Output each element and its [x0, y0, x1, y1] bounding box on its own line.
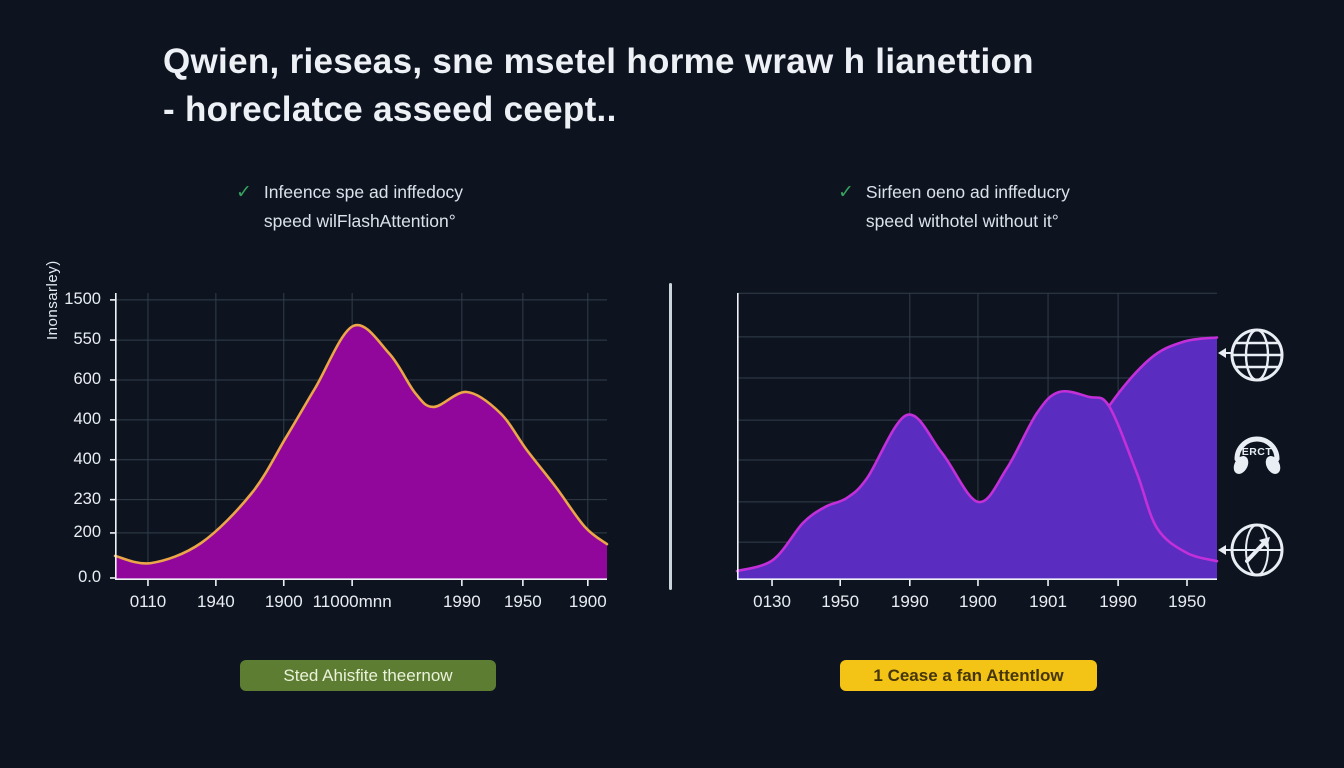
right-chart-plot [735, 292, 1219, 586]
feature-left-text: Infeence spe ad inffedocy speed wilFlash… [264, 178, 463, 236]
x-tick-label: 1990 [890, 592, 929, 611]
arrow-icon [1216, 347, 1232, 359]
page-title: Qwien, rieseas, sne msetel horme wraw h … [163, 38, 1243, 134]
y-tick-label: 400 [73, 449, 101, 468]
check-icon: ✓ [236, 182, 252, 203]
feature-right-line-1: Sirfeen oeno ad inffeducry [865, 182, 1070, 202]
check-icon: ✓ [838, 182, 854, 203]
y-tick-label: 230 [73, 489, 101, 508]
y-tick-label: 200 [73, 522, 101, 541]
right-chart-area: 0130 1950 1990 1900 1901 1990 1950 [735, 292, 1219, 611]
y-tick-label: 1500 [64, 289, 101, 308]
left-chart-area: 0110 1940 1900 11000mnn 1990 1950 1900 1500 550 6… [64, 290, 609, 611]
chart-divider [669, 283, 672, 590]
x-tick-label: 11000mnn [312, 592, 392, 611]
x-tick-label: 1950 [1168, 592, 1206, 611]
title-line-2: - horeclatce asseed ceept.. [163, 90, 617, 129]
feature-right-text: Sirfeen oeno ad inffeducry speed withote… [866, 178, 1070, 236]
x-tick-label: 1950 [821, 592, 860, 611]
x-tick-label: 0130 [753, 592, 791, 611]
headphones-label: ERCT [1242, 446, 1273, 458]
y-tick-label: 400 [73, 409, 101, 428]
x-tick-label: 1901 [1029, 592, 1067, 611]
y-tick-label: 600 [73, 369, 101, 388]
x-tick-label: 1900 [264, 592, 303, 611]
x-tick-label: 1950 [503, 592, 542, 611]
x-tick-label: 1990 [442, 592, 481, 611]
feature-right-line-2: speed withotel without it° [865, 211, 1059, 231]
feature-left: ✓ Infeence spe ad inffedocy speed wilFla… [236, 178, 463, 236]
arrow-icon [1216, 544, 1232, 556]
right-cta-button[interactable]: 1 Cease a fan Attentlow [840, 660, 1097, 691]
x-tick-label: 1990 [1099, 592, 1138, 611]
x-tick-label: 1900 [568, 592, 607, 611]
y-tick-label: 550 [73, 330, 101, 349]
feature-right: ✓ Sirfeen oeno ad inffeducry speed witho… [838, 178, 1070, 236]
y-tick-label: 0.0 [78, 567, 101, 586]
headphones-icon: ERCT [1228, 421, 1286, 479]
left-cta-button[interactable]: Sted Ahisfite theernow [240, 660, 496, 691]
x-tick-label: 1940 [196, 592, 235, 611]
globe-arrow-icon [1228, 521, 1286, 579]
globe-icon [1228, 326, 1286, 384]
left-chart-plot [110, 293, 609, 586]
title-line-1: Qwien, rieseas, sne msetel horme wraw h … [163, 42, 1034, 81]
feature-left-line-2: speed wilFlashAttention° [263, 211, 456, 231]
x-tick-label: 0110 [129, 592, 167, 611]
x-tick-label: 1900 [959, 592, 997, 611]
feature-left-line-1: Infeence spe ad inffedocy [263, 182, 464, 202]
